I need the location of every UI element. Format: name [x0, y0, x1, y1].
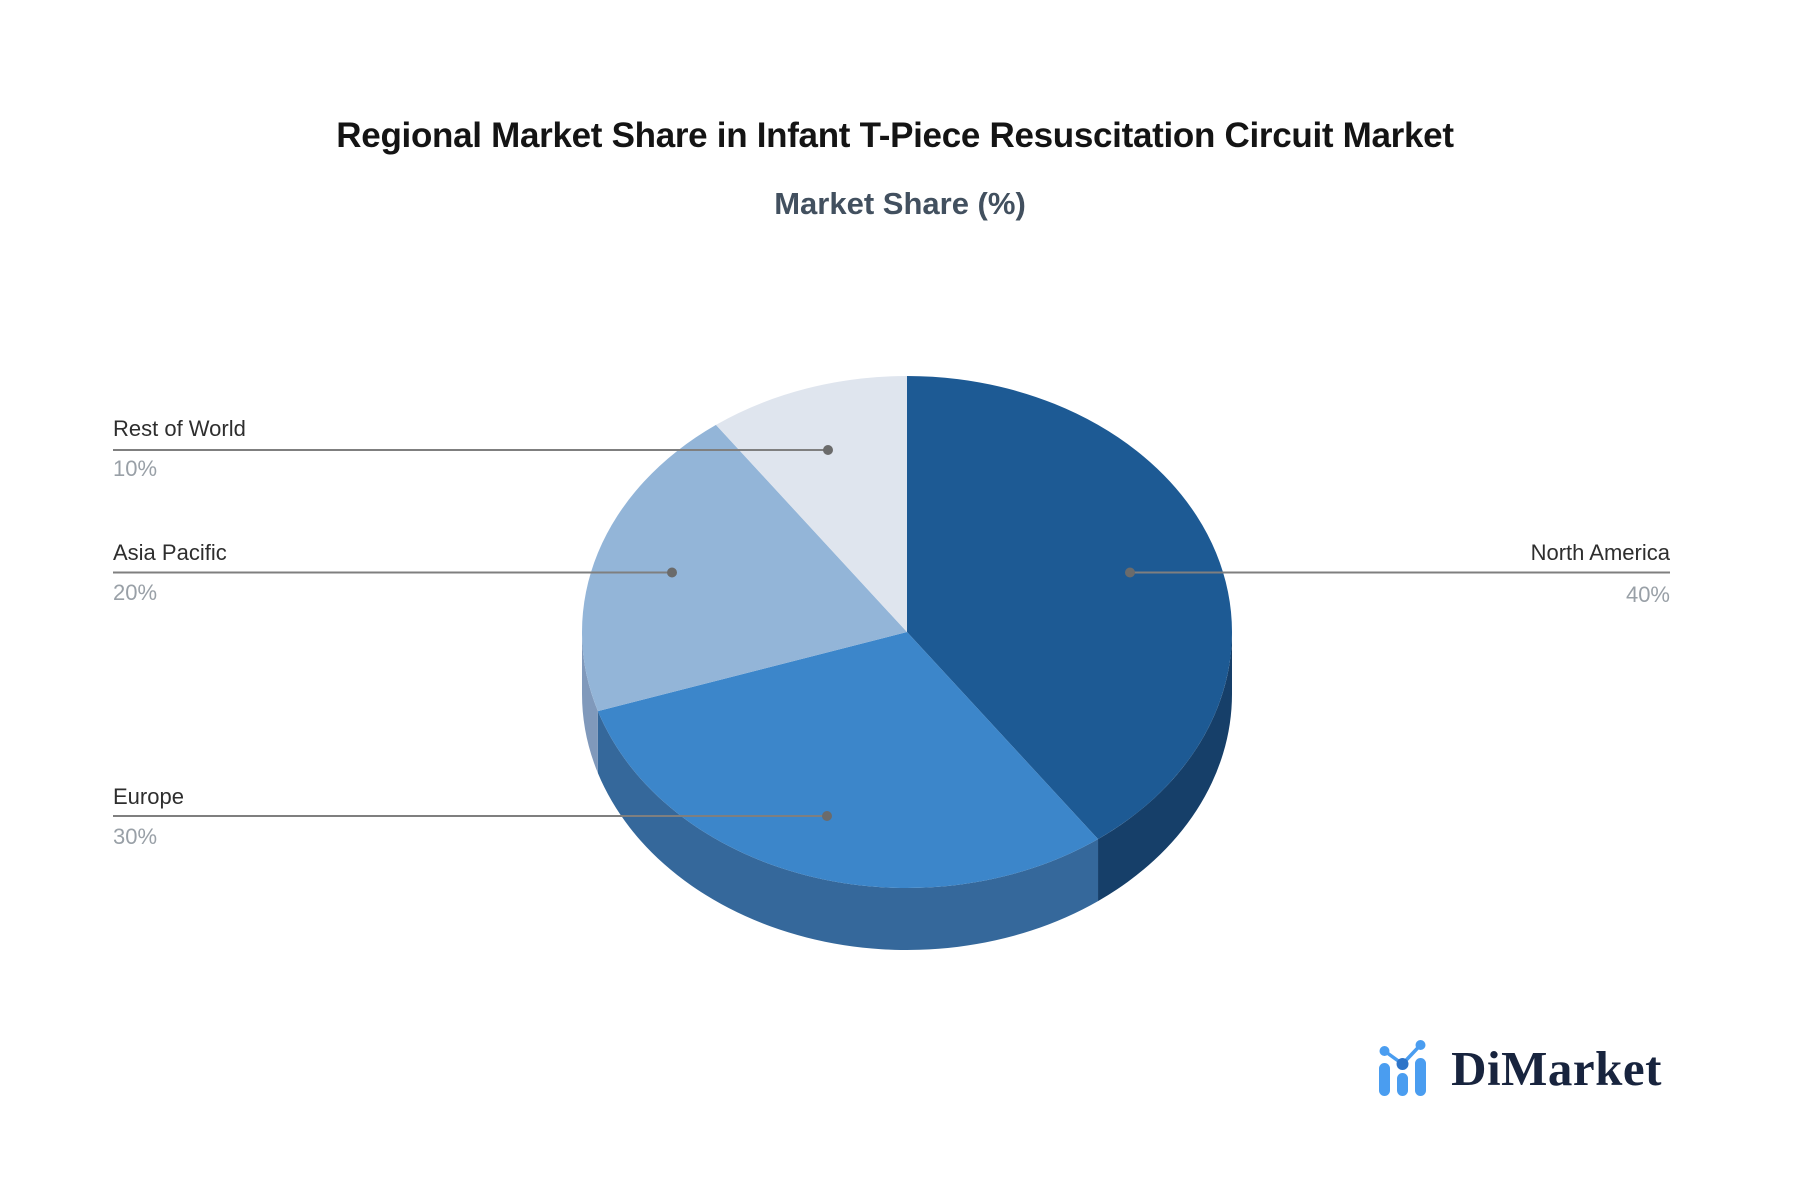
- pie-slice-side-asia-pacific: [582, 632, 598, 774]
- slice-label-percent: 30%: [113, 824, 158, 849]
- slice-label-percent: 40%: [1625, 582, 1670, 607]
- slice-label-name: Asia Pacific: [113, 540, 227, 565]
- leader-dot-north-america: [1125, 567, 1135, 578]
- chart-title: Regional Market Share in Infant T-Piece …: [336, 116, 1454, 155]
- pie-slice-europe[interactable]: [597, 632, 1099, 888]
- leader-dot-europe: [822, 811, 832, 821]
- dimarket-logo-icon bar-line-chart-icon: [1379, 1040, 1427, 1096]
- pie-slice-rest-of-world[interactable]: [715, 376, 907, 632]
- dimarket-logo: DiMarket: [1373, 1036, 1662, 1100]
- leader-dot-rest-of-world: [823, 445, 833, 455]
- pie-slice-side-europe: [597, 711, 1099, 950]
- pie-slice-north-america[interactable]: [907, 376, 1232, 840]
- slice-label-rest-of-world: Rest of World 10%: [113, 417, 513, 481]
- slice-label-europe: Europe 30%: [113, 785, 513, 849]
- slice-label-percent: 10%: [113, 456, 158, 481]
- slice-label-north-america: North America 40%: [1270, 541, 1670, 607]
- chart-subtitle: Market Share (%): [774, 186, 1026, 221]
- dimarket-logo-text: DiMarket: [1451, 1040, 1662, 1096]
- pie-slice-side-north-america: [1098, 632, 1232, 902]
- slice-label-name: Rest of World: [113, 416, 246, 441]
- slice-label-name: North America: [1530, 540, 1670, 565]
- slice-label-name: Europe: [113, 784, 184, 809]
- pie-slice-asia-pacific[interactable]: [581, 424, 907, 712]
- leader-dot-asia-pacific: [667, 567, 677, 578]
- slice-label-asia-pacific: Asia Pacific 20%: [113, 541, 513, 605]
- slice-label-percent: 20%: [113, 580, 158, 605]
